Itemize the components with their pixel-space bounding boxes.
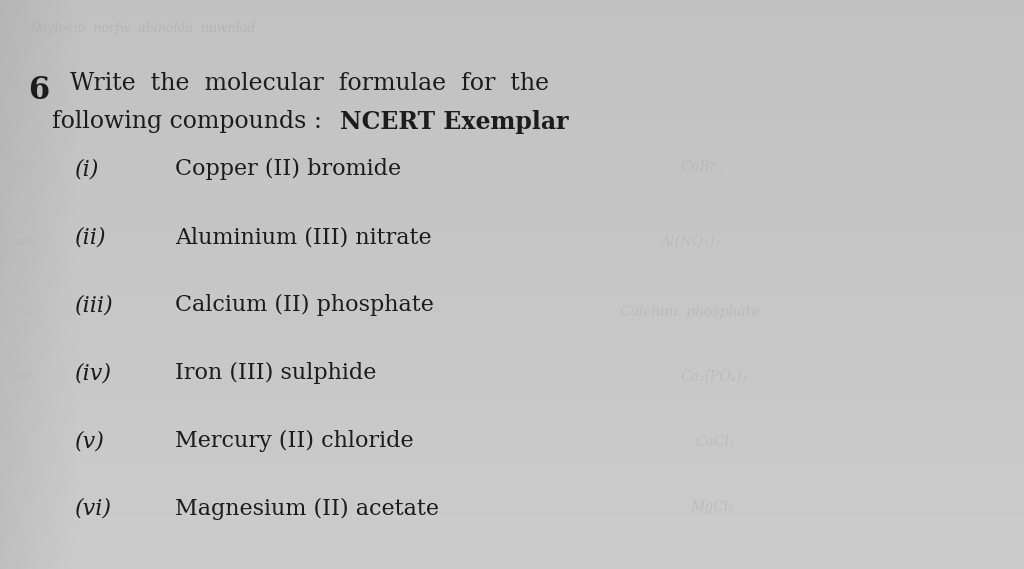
Text: Calcium (II) phosphate: Calcium (II) phosphate	[175, 294, 434, 316]
Text: (i): (i)	[75, 158, 99, 180]
Text: (v): (v)	[75, 430, 104, 452]
Text: Iron (III) sulphide: Iron (III) sulphide	[175, 362, 377, 384]
Text: (ii): (ii)	[75, 226, 106, 248]
Text: v al: v al	[10, 305, 33, 318]
Text: bon: bon	[10, 235, 34, 248]
Text: Dayloeib  norfw  abinolda  nuwnlad: Dayloeib norfw abinolda nuwnlad	[30, 22, 255, 35]
Text: Copper (II) bromide: Copper (II) bromide	[175, 158, 401, 180]
Text: (iii): (iii)	[75, 294, 114, 316]
Text: MgCl₂: MgCl₂	[690, 500, 734, 514]
Text: following compounds :: following compounds :	[52, 110, 322, 133]
Text: Magnesium (II) acetate: Magnesium (II) acetate	[175, 498, 439, 520]
Text: 6: 6	[28, 75, 49, 106]
Text: (iv): (iv)	[75, 362, 112, 384]
Text: xov: xov	[10, 370, 32, 383]
Text: (vi): (vi)	[75, 498, 112, 520]
Text: Calcium  phosphate: Calcium phosphate	[620, 305, 760, 319]
Text: CuBr₂: CuBr₂	[680, 160, 722, 174]
Text: CaCl₂: CaCl₂	[695, 435, 734, 449]
Text: Mercury (II) chloride: Mercury (II) chloride	[175, 430, 414, 452]
Text: Write  the  molecular  formulae  for  the: Write the molecular formulae for the	[70, 72, 549, 95]
Text: Al(NO₃)₃: Al(NO₃)₃	[660, 235, 720, 249]
Text: Aluminium (III) nitrate: Aluminium (III) nitrate	[175, 226, 432, 248]
Text: Ca₂(PO₄)₃: Ca₂(PO₄)₃	[680, 370, 748, 384]
Text: NCERT Exemplar: NCERT Exemplar	[340, 110, 568, 134]
Text: 710: 710	[10, 160, 34, 173]
